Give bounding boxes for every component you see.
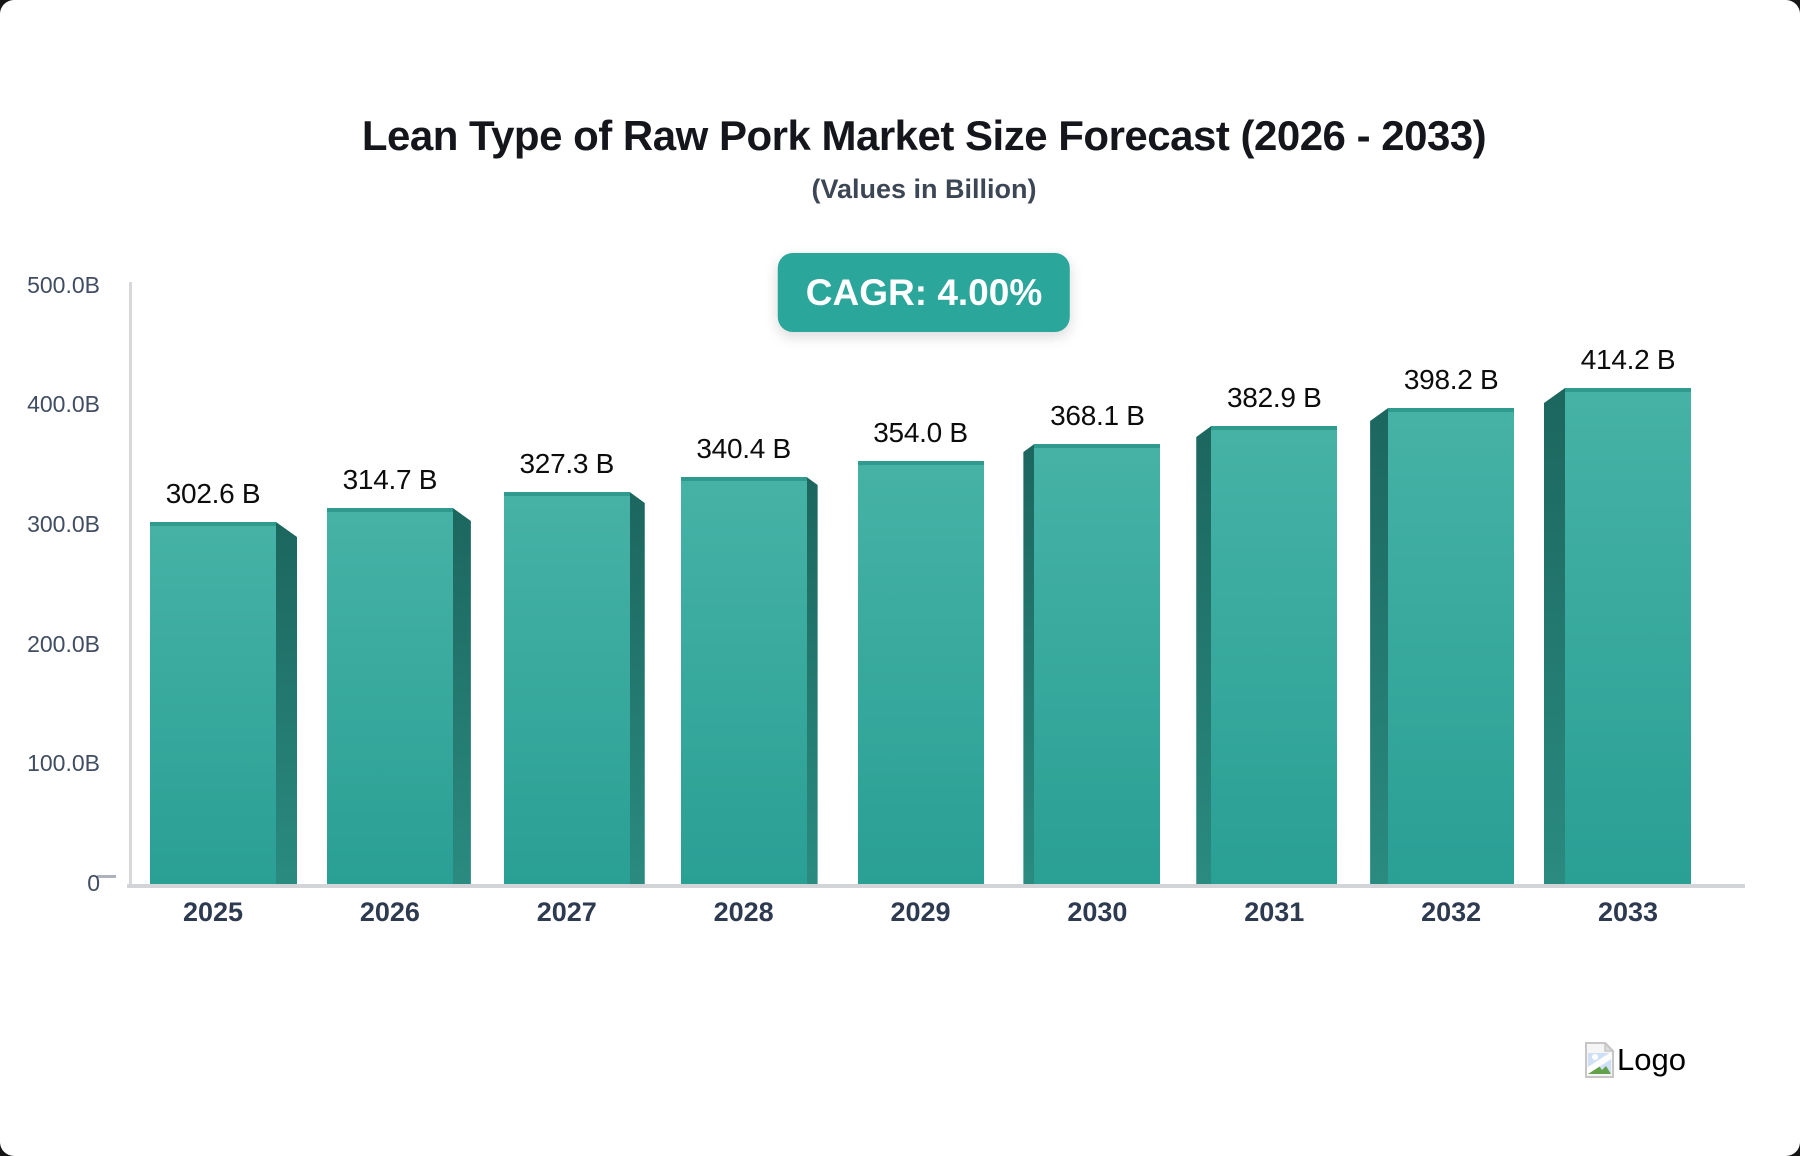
bar-value-label: 354.0 B [873, 417, 968, 448]
y-axis-label: 500.0B [27, 271, 100, 298]
y-axis-label: 0 [87, 870, 100, 896]
bar-3d-side [1544, 388, 1565, 884]
bar-3d-side [1023, 444, 1035, 884]
chart-title: Lean Type of Raw Pork Market Size Foreca… [361, 112, 1487, 159]
bar-3d-side [1196, 426, 1212, 884]
bar [1034, 444, 1161, 884]
bar [1388, 408, 1515, 884]
x-axis-label: 2032 [1421, 897, 1482, 927]
logo: Logo [1583, 1038, 1686, 1082]
y-axis-label: 300.0B [27, 511, 100, 538]
cagr-badge: CAGR: 4.00% [777, 253, 1071, 332]
broken-image-icon [1583, 1042, 1615, 1078]
zero-tick-mark [97, 875, 116, 878]
bar-3d-side [629, 492, 645, 884]
y-axis-label: 100.0B [27, 750, 100, 777]
x-axis-baseline [127, 884, 1745, 888]
bar-value-label: 340.4 B [696, 433, 791, 464]
bar [857, 461, 984, 884]
x-axis-label: 2033 [1597, 897, 1659, 927]
bar-value-label: 414.2 B [1580, 344, 1676, 375]
x-axis-label: 2027 [536, 897, 597, 927]
bar-value-label: 382.9 B [1227, 382, 1322, 413]
chart-subtitle: (Values in Billion) [811, 174, 1037, 204]
x-axis-label: 2029 [890, 897, 951, 927]
bar [1565, 388, 1691, 884]
y-axis-label: 400.0B [27, 391, 100, 418]
x-axis-label: 2028 [713, 897, 774, 927]
y-axis-label: 200.0B [27, 630, 100, 657]
logo-text: Logo [1617, 1042, 1686, 1077]
y-axis-line [129, 282, 132, 888]
bar-3d-side [452, 508, 471, 884]
x-axis-label: 2025 [182, 897, 244, 927]
bar-value-label: 398.2 B [1403, 364, 1499, 395]
bar-value-label: 327.3 B [519, 448, 615, 479]
bar-value-label: 302.6 B [165, 478, 261, 509]
bar [150, 522, 276, 884]
bar [503, 492, 630, 884]
bar-value-label: 368.1 B [1050, 400, 1145, 431]
bar [680, 477, 807, 884]
bar-value-label: 314.7 B [342, 464, 438, 495]
bar-3d-side [276, 522, 297, 884]
x-axis-label: 2031 [1244, 897, 1305, 927]
bar-3d-side [1370, 408, 1389, 884]
bar [326, 508, 453, 884]
bar-3d-side [806, 477, 818, 884]
x-axis-label: 2026 [359, 897, 420, 927]
bar [1211, 426, 1338, 884]
x-axis-label: 2030 [1067, 897, 1128, 927]
